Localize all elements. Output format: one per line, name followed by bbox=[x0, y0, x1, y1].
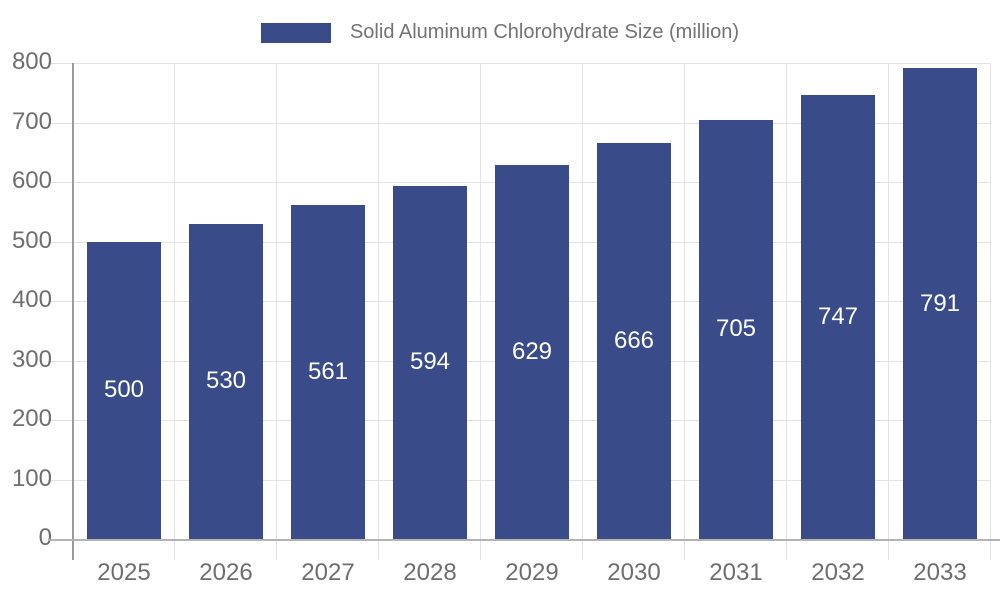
grid-line-vertical bbox=[378, 63, 379, 539]
grid-line-vertical bbox=[684, 63, 685, 539]
x-tick-label: 2030 bbox=[607, 559, 661, 586]
bar-value-label: 561 bbox=[307, 358, 349, 386]
grid-line-horizontal bbox=[73, 122, 991, 124]
x-axis-tick bbox=[582, 541, 583, 560]
grid-line-vertical bbox=[786, 63, 787, 539]
x-axis-tick bbox=[888, 541, 889, 560]
y-tick-label: 700 bbox=[11, 107, 52, 135]
y-tick-label: 0 bbox=[38, 524, 52, 551]
x-tick-label: 2029 bbox=[505, 559, 559, 586]
bar-value-label: 747 bbox=[817, 302, 859, 330]
bar bbox=[801, 94, 875, 539]
bar bbox=[699, 119, 773, 539]
x-tick-label: 2028 bbox=[403, 559, 457, 586]
y-axis-tick bbox=[48, 360, 73, 362]
x-tick-label: 2032 bbox=[811, 559, 865, 586]
y-tick-label: 800 bbox=[11, 48, 52, 75]
bar-value-label: 530 bbox=[205, 367, 247, 395]
bar bbox=[189, 223, 263, 539]
grid-line-vertical bbox=[888, 63, 889, 539]
grid-line-horizontal bbox=[73, 63, 991, 64]
bar bbox=[597, 142, 671, 539]
legend-label: Solid Aluminum Chlorohydrate Size (milli… bbox=[349, 21, 740, 43]
y-axis-tick bbox=[48, 122, 73, 124]
plot-area bbox=[73, 63, 991, 539]
y-tick-label: 600 bbox=[11, 167, 52, 194]
x-axis-tick bbox=[378, 541, 379, 560]
grid-line-vertical bbox=[276, 63, 277, 539]
x-axis-tick bbox=[786, 541, 787, 560]
y-axis-tick bbox=[48, 241, 73, 243]
bar bbox=[495, 164, 569, 539]
legend-swatch bbox=[260, 22, 331, 43]
y-tick-label: 100 bbox=[11, 464, 52, 492]
grid-line-vertical bbox=[174, 63, 175, 539]
bar bbox=[903, 68, 977, 539]
bar bbox=[291, 205, 365, 539]
bar-value-label: 629 bbox=[511, 337, 553, 365]
y-axis-line bbox=[72, 63, 74, 560]
bar-value-label: 666 bbox=[613, 326, 655, 354]
bar-value-label: 791 bbox=[919, 289, 961, 317]
y-axis-tick bbox=[48, 479, 73, 481]
y-tick-label: 500 bbox=[11, 226, 52, 254]
y-axis-tick bbox=[48, 63, 73, 64]
y-tick-label: 400 bbox=[11, 286, 52, 313]
x-axis-tick bbox=[684, 541, 685, 560]
bar-value-label: 705 bbox=[715, 315, 757, 343]
y-axis-tick bbox=[48, 301, 73, 302]
x-tick-label: 2033 bbox=[913, 559, 967, 586]
x-axis-tick bbox=[990, 541, 991, 560]
bar bbox=[393, 185, 467, 539]
y-axis-tick bbox=[48, 420, 73, 421]
x-tick-label: 2025 bbox=[97, 559, 151, 586]
bar-value-label: 594 bbox=[409, 348, 451, 376]
bar-value-label: 500 bbox=[103, 376, 145, 404]
x-axis-tick bbox=[174, 541, 175, 560]
legend-item[interactable]: Solid Aluminum Chlorohydrate Size (milli… bbox=[0, 21, 1000, 44]
x-tick-label: 2026 bbox=[199, 559, 253, 586]
bar bbox=[87, 241, 161, 539]
x-axis-line bbox=[48, 539, 1000, 541]
x-tick-label: 2027 bbox=[301, 559, 355, 586]
grid-line-vertical bbox=[480, 63, 481, 539]
x-tick-label: 2031 bbox=[709, 559, 763, 586]
y-tick-label: 200 bbox=[11, 405, 52, 432]
y-axis-tick bbox=[48, 182, 73, 183]
x-axis-tick bbox=[480, 541, 481, 560]
x-axis-tick bbox=[276, 541, 277, 560]
y-tick-label: 300 bbox=[11, 345, 52, 373]
grid-line-vertical bbox=[990, 63, 991, 539]
grid-line-vertical bbox=[582, 63, 583, 539]
